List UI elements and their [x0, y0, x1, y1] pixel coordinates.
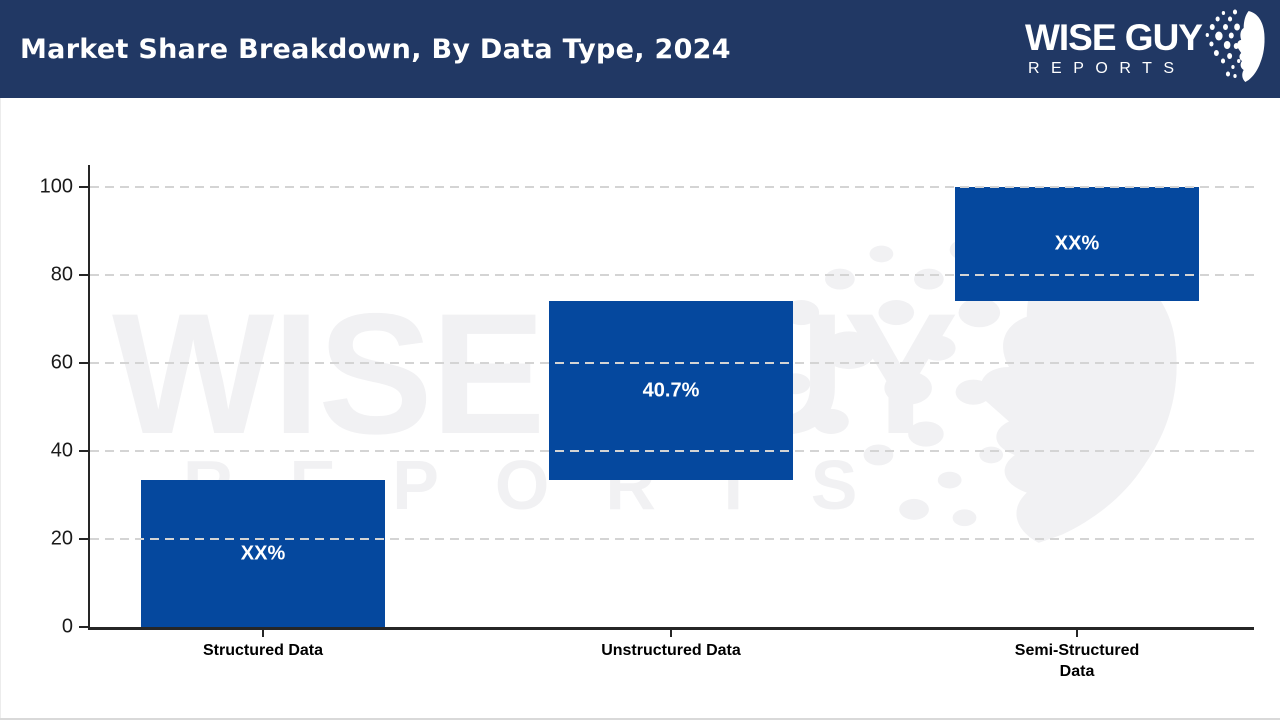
header: Market Share Breakdown, By Data Type, 20…	[0, 0, 1280, 98]
gridline-100	[90, 186, 1254, 188]
x-axis-line	[88, 627, 1254, 630]
y-axis-tick	[79, 626, 88, 628]
x-axis-category-label: Semi-Structured Data	[1014, 642, 1140, 680]
y-axis-tick	[79, 186, 88, 188]
x-axis-tick	[262, 629, 264, 637]
gridline-40	[90, 450, 1254, 452]
gridline-60	[90, 362, 1254, 364]
y-axis-tick-label: 20	[50, 527, 73, 550]
brand-logo: WISE GUY REPORTS	[1025, 8, 1266, 88]
bar-structured-data	[141, 480, 385, 627]
y-axis-line	[88, 165, 90, 630]
y-axis-tick	[79, 538, 88, 540]
y-axis-tick-label: 100	[39, 175, 73, 198]
brand-logo-text: WISE GUY REPORTS	[1024, 16, 1203, 78]
brand-face-icon	[1205, 9, 1265, 82]
brand-name: WISE GUY	[1024, 16, 1203, 58]
page-bottom-border	[0, 718, 1280, 720]
y-axis-tick-label: 0	[61, 615, 73, 638]
bar-value-label: XX%	[240, 542, 286, 565]
x-axis-tick	[670, 629, 672, 637]
watermark-brand-name: WISE GUY	[112, 278, 958, 470]
x-axis-category-label: Unstructured Data	[601, 642, 741, 659]
gridline-20	[90, 538, 1254, 540]
gridline-80	[90, 274, 1254, 276]
y-axis-tick-label: 60	[50, 351, 73, 374]
chart-canvas: WISE GUY REPORTS 0 20 40 60 80 100 XX% Structur…	[0, 98, 1280, 720]
brand-tagline: REPORTS	[1027, 59, 1186, 77]
bar-value-label: 40.7%	[642, 379, 700, 402]
page-left-border	[0, 98, 1, 718]
page-title: Market Share Breakdown, By Data Type, 20…	[20, 33, 731, 65]
y-axis-tick-label: 40	[50, 439, 73, 462]
y-axis-tick	[79, 274, 88, 276]
bar-value-label: XX%	[1054, 232, 1100, 255]
y-axis-tick	[79, 362, 88, 364]
x-axis-tick	[1076, 629, 1078, 637]
x-axis-category-label: Structured Data	[202, 642, 324, 659]
y-axis-tick	[79, 450, 88, 452]
y-axis-tick-label: 80	[50, 263, 73, 286]
